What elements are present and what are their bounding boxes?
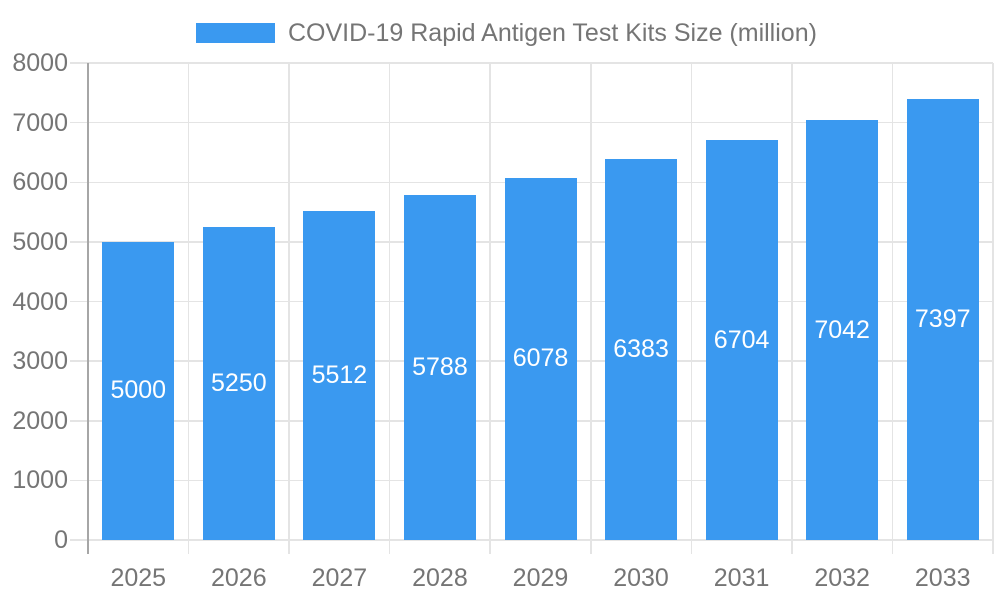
x-axis-tick-label: 2025 bbox=[110, 564, 167, 592]
x-axis-tick bbox=[992, 540, 994, 554]
y-axis-tick bbox=[70, 539, 88, 541]
bar-2025[interactable]: 5000 bbox=[102, 241, 175, 540]
y-axis-tick-label: 8000 bbox=[12, 49, 68, 77]
x-axis-tick-label: 2031 bbox=[713, 564, 770, 592]
gridline-vertical bbox=[288, 63, 290, 540]
gridline-vertical bbox=[590, 63, 592, 540]
legend-item[interactable]: COVID-19 Rapid Antigen Test Kits Size (m… bbox=[196, 13, 817, 53]
y-axis-tick-label: 2000 bbox=[12, 406, 68, 435]
bar-value-label: 5250 bbox=[211, 368, 267, 397]
x-axis-tick bbox=[489, 540, 491, 554]
x-axis-tick-label: 2027 bbox=[311, 564, 368, 592]
bar-value-label: 6383 bbox=[613, 335, 669, 364]
gridline-vertical bbox=[489, 63, 491, 540]
bar-2027[interactable]: 5512 bbox=[303, 211, 376, 540]
y-axis-tick-label: 7000 bbox=[12, 108, 68, 137]
x-axis-tick-label: 2030 bbox=[613, 564, 669, 592]
x-axis-tick-label: 2029 bbox=[512, 564, 569, 592]
bar-2029[interactable]: 6078 bbox=[504, 177, 577, 540]
y-axis-line bbox=[86, 63, 89, 554]
bar-2031[interactable]: 6704 bbox=[705, 140, 778, 540]
legend-swatch bbox=[196, 23, 275, 43]
bar-2032[interactable]: 7042 bbox=[806, 120, 879, 540]
gridline-vertical bbox=[388, 63, 391, 540]
legend-label: COVID-19 Rapid Antigen Test Kits Size (m… bbox=[288, 18, 817, 47]
bar-2033[interactable]: 7397 bbox=[906, 98, 979, 540]
bar-value-label: 7042 bbox=[814, 315, 870, 344]
y-axis-tick-label: 6000 bbox=[12, 168, 68, 197]
x-axis-tick bbox=[891, 540, 894, 554]
bar-2030[interactable]: 6383 bbox=[605, 159, 678, 540]
x-axis-tick bbox=[288, 540, 290, 554]
x-axis-tick bbox=[690, 540, 693, 554]
y-axis-tick bbox=[70, 479, 88, 482]
y-axis-tick bbox=[70, 181, 88, 183]
gridline-vertical bbox=[791, 63, 793, 540]
y-axis-tick-label: 4000 bbox=[12, 287, 68, 316]
y-axis-tick bbox=[70, 121, 88, 124]
x-axis-tick-label: 2026 bbox=[211, 564, 267, 592]
y-axis-tick-label: 3000 bbox=[12, 347, 68, 376]
y-axis-tick bbox=[70, 241, 88, 243]
bar-value-label: 7397 bbox=[914, 304, 971, 333]
gridline-horizontal bbox=[88, 121, 993, 124]
gridline-vertical bbox=[992, 63, 994, 540]
x-axis-tick-label: 2033 bbox=[914, 564, 971, 592]
gridline-horizontal bbox=[88, 539, 993, 541]
x-axis-tick bbox=[791, 540, 793, 554]
bar-value-label: 6704 bbox=[713, 325, 770, 354]
x-axis-tick-label: 2032 bbox=[814, 564, 870, 592]
y-axis-tick bbox=[70, 300, 88, 303]
bar-value-label: 6078 bbox=[512, 344, 569, 373]
gridline-horizontal bbox=[88, 62, 993, 64]
gridline-vertical bbox=[891, 63, 894, 540]
y-axis-tick bbox=[70, 62, 88, 64]
y-axis-tick-label: 1000 bbox=[12, 466, 68, 495]
bar-2026[interactable]: 5250 bbox=[202, 226, 275, 540]
y-axis-tick bbox=[70, 360, 88, 362]
x-axis-tick-label: 2028 bbox=[412, 564, 468, 592]
x-axis-tick bbox=[187, 540, 190, 554]
x-axis-tick bbox=[590, 540, 592, 554]
bar-value-label: 5000 bbox=[110, 376, 167, 405]
bar-2028[interactable]: 5788 bbox=[403, 194, 476, 540]
bar-value-label: 5512 bbox=[311, 361, 368, 390]
gridline-vertical bbox=[690, 63, 693, 540]
x-axis-tick bbox=[388, 540, 391, 554]
y-axis-tick bbox=[70, 420, 88, 422]
bar-value-label: 5788 bbox=[412, 352, 468, 381]
gridline-vertical bbox=[187, 63, 190, 540]
y-axis-tick-label: 5000 bbox=[12, 227, 68, 256]
y-axis-tick-label: 0 bbox=[54, 526, 68, 554]
